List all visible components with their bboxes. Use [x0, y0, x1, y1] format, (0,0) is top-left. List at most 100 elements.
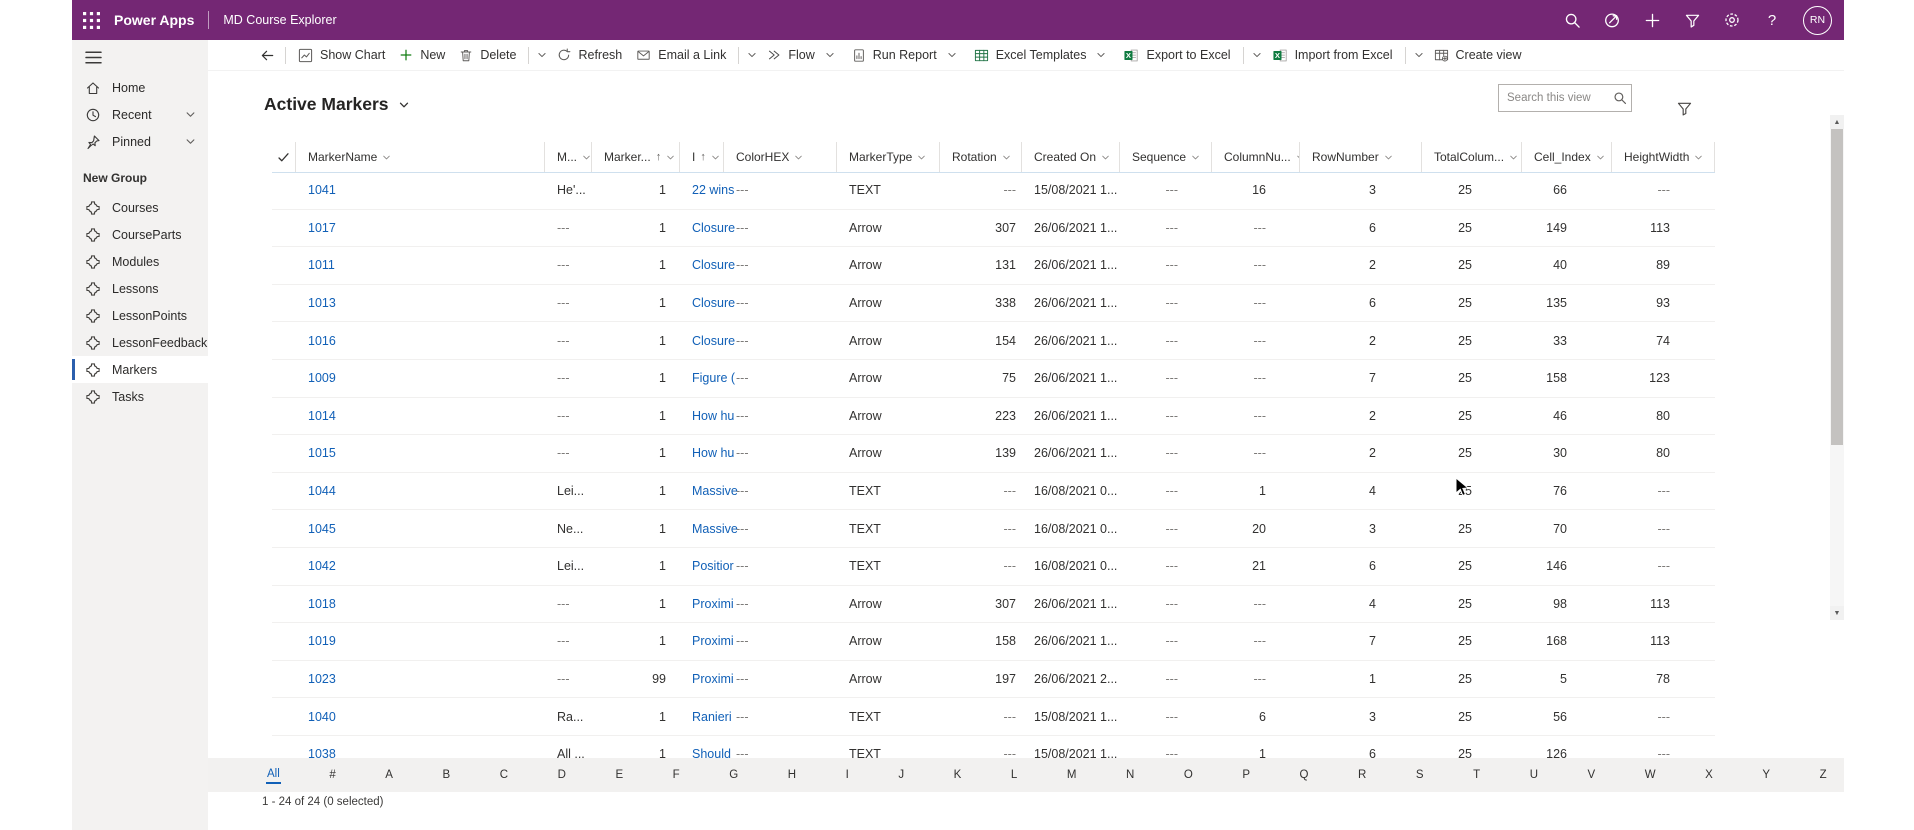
column-header-markername[interactable]: MarkerName [296, 142, 545, 172]
record-link[interactable]: 1018 [308, 596, 336, 611]
jump-letter[interactable]: A [385, 769, 393, 781]
table-row[interactable]: 1045 Ne... 1 Massive --- TEXT --- 16/08/2021 0.… [272, 510, 1715, 548]
record-link[interactable]: Proximi [692, 634, 734, 649]
table-row[interactable]: 1013 --- 1 Closure --- Arrow 338 26/06/2021 1..… [272, 285, 1715, 323]
sidebar-item-home[interactable]: Home [72, 74, 208, 101]
record-link[interactable]: Closure [692, 333, 736, 348]
app-context-title[interactable]: MD Course Explorer [223, 13, 337, 27]
email-a-link-dropdown[interactable] [744, 42, 760, 68]
chevron-down-icon[interactable] [917, 153, 926, 162]
column-header-i[interactable]: I ↑ [680, 142, 724, 172]
waffle-menu-icon[interactable] [72, 0, 110, 40]
chevron-down-icon[interactable] [1002, 153, 1011, 162]
jump-letter[interactable]: Z [1819, 769, 1827, 781]
flow-button[interactable]: Flow [760, 42, 844, 68]
chevron-down-icon[interactable] [822, 42, 838, 68]
back-button[interactable] [254, 42, 280, 68]
record-link[interactable]: Positior [692, 559, 734, 574]
record-link[interactable]: 22 wins [692, 183, 735, 198]
jump-letter[interactable]: # [329, 769, 336, 781]
table-row[interactable]: 1014 --- 1 How hu --- Arrow 223 26/06/2021 1...… [272, 398, 1715, 436]
chevron-down-icon[interactable] [382, 153, 391, 162]
record-link[interactable]: Closure [692, 296, 736, 311]
jump-letter[interactable]: X [1705, 769, 1713, 781]
excel-templates-button[interactable]: Excel Templates [967, 42, 1117, 68]
column-header-m[interactable]: M... [545, 142, 592, 172]
record-link[interactable]: Proximi [692, 672, 734, 687]
column-header-sequence[interactable]: Sequence [1120, 142, 1212, 172]
export-to-excel-button[interactable]: X Export to Excel [1116, 42, 1237, 68]
jump-letter[interactable]: E [615, 769, 624, 781]
chevron-down-icon[interactable] [666, 153, 675, 162]
sidebar-item-tasks[interactable]: Tasks [72, 383, 208, 410]
table-row[interactable]: 1018 --- 1 Proximi --- Arrow 307 26/06/2021 1..… [272, 586, 1715, 624]
column-header-created-on[interactable]: Created On [1022, 142, 1120, 172]
record-link[interactable]: 1040 [308, 709, 336, 724]
sidebar-item-lessons[interactable]: Lessons [72, 275, 208, 302]
record-link[interactable]: 1023 [308, 672, 336, 687]
delete-dropdown[interactable] [534, 42, 550, 68]
table-row[interactable]: 1023 --- 99 Proximi --- Arrow 197 26/06/2021 2.… [272, 661, 1715, 699]
environment-icon[interactable] [1603, 11, 1621, 29]
table-row[interactable]: 1009 --- 1 Figure (--- Arrow 75 26/06/2021 1..… [272, 360, 1715, 398]
chevron-down-icon[interactable] [1296, 153, 1299, 162]
column-header-heightwidth[interactable]: HeightWidth [1612, 142, 1715, 172]
record-link[interactable]: 1013 [308, 296, 336, 311]
jump-letter[interactable]: M [1066, 769, 1077, 781]
record-link[interactable]: Figure ( [692, 371, 736, 386]
column-header-markertype[interactable]: MarkerType [837, 142, 940, 172]
jump-letter[interactable]: O [1183, 769, 1193, 781]
search-icon[interactable] [1563, 11, 1581, 29]
help-icon[interactable]: ? [1767, 11, 1777, 29]
import-from-excel-button[interactable]: X Import from Excel [1265, 42, 1400, 68]
sidebar-item-courseparts[interactable]: CourseParts [72, 221, 208, 248]
jump-letter[interactable]: F [672, 769, 680, 781]
sidebar-item-modules[interactable]: Modules [72, 248, 208, 275]
jump-letter[interactable]: U [1529, 769, 1538, 781]
record-link[interactable]: Ranieri [692, 709, 732, 724]
record-link[interactable]: Closure [692, 258, 736, 273]
select-all-checkmark-icon[interactable] [272, 142, 296, 172]
show-chart-button[interactable]: Show Chart [291, 42, 392, 68]
chevron-down-icon[interactable] [1191, 153, 1200, 162]
jump-letter[interactable]: P [1242, 769, 1250, 781]
sidebar-item-lessonfeedback[interactable]: LessonFeedback [72, 329, 208, 356]
record-link[interactable]: Proximi [692, 596, 734, 611]
record-link[interactable]: 1019 [308, 634, 336, 649]
jump-letter[interactable]: Q [1299, 769, 1309, 781]
column-header-marker[interactable]: Marker... ↑ [592, 142, 680, 172]
jump-letter[interactable]: R [1358, 769, 1367, 781]
new-button[interactable]: New [392, 42, 452, 68]
create-view-button[interactable]: Create view [1427, 42, 1529, 68]
scroll-down-arrow-icon[interactable]: ▼ [1830, 606, 1844, 620]
chevron-down-icon[interactable] [1093, 42, 1109, 68]
table-row[interactable]: 1042 Lei... 1 Positior --- TEXT --- 16/08/2021 … [272, 548, 1715, 586]
record-link[interactable]: Massive [692, 484, 738, 499]
column-header-totalcolum[interactable]: TotalColum... [1422, 142, 1522, 172]
record-link[interactable]: 1011 [308, 258, 335, 273]
record-link[interactable]: 1044 [308, 484, 336, 499]
vertical-scrollbar[interactable]: ▲ ▼ [1830, 115, 1844, 620]
table-row[interactable]: 1015 --- 1 How hu --- Arrow 139 26/06/2021 1...… [272, 435, 1715, 473]
import-from-excel-dropdown[interactable] [1411, 42, 1427, 68]
table-row[interactable]: 1044 Lei... 1 Massive --- TEXT --- 16/08/2021 0… [272, 473, 1715, 511]
sidebar-item-recent[interactable]: Recent [72, 101, 208, 128]
sidebar-item-pinned[interactable]: Pinned [72, 128, 208, 155]
jump-letter[interactable]: S [1415, 769, 1424, 781]
jump-letter[interactable]: All [266, 766, 281, 784]
filter-icon[interactable] [1683, 11, 1701, 29]
record-link[interactable]: 1017 [308, 220, 336, 235]
hamburger-menu-icon[interactable] [72, 40, 208, 74]
jump-letter[interactable]: C [499, 769, 509, 781]
jump-letter[interactable]: I [845, 769, 849, 781]
jump-letter[interactable]: D [557, 769, 566, 781]
jump-letter[interactable]: L [1010, 769, 1018, 781]
chevron-down-icon[interactable] [711, 153, 720, 162]
record-link[interactable]: 1041 [308, 183, 336, 198]
record-link[interactable]: How hu [692, 408, 735, 423]
column-header-cell-index[interactable]: Cell_Index [1522, 142, 1612, 172]
view-selector[interactable]: Active Markers [264, 94, 410, 115]
jump-letter[interactable]: H [787, 769, 797, 781]
chevron-down-icon[interactable] [944, 42, 960, 68]
refresh-button[interactable]: Refresh [550, 42, 629, 68]
